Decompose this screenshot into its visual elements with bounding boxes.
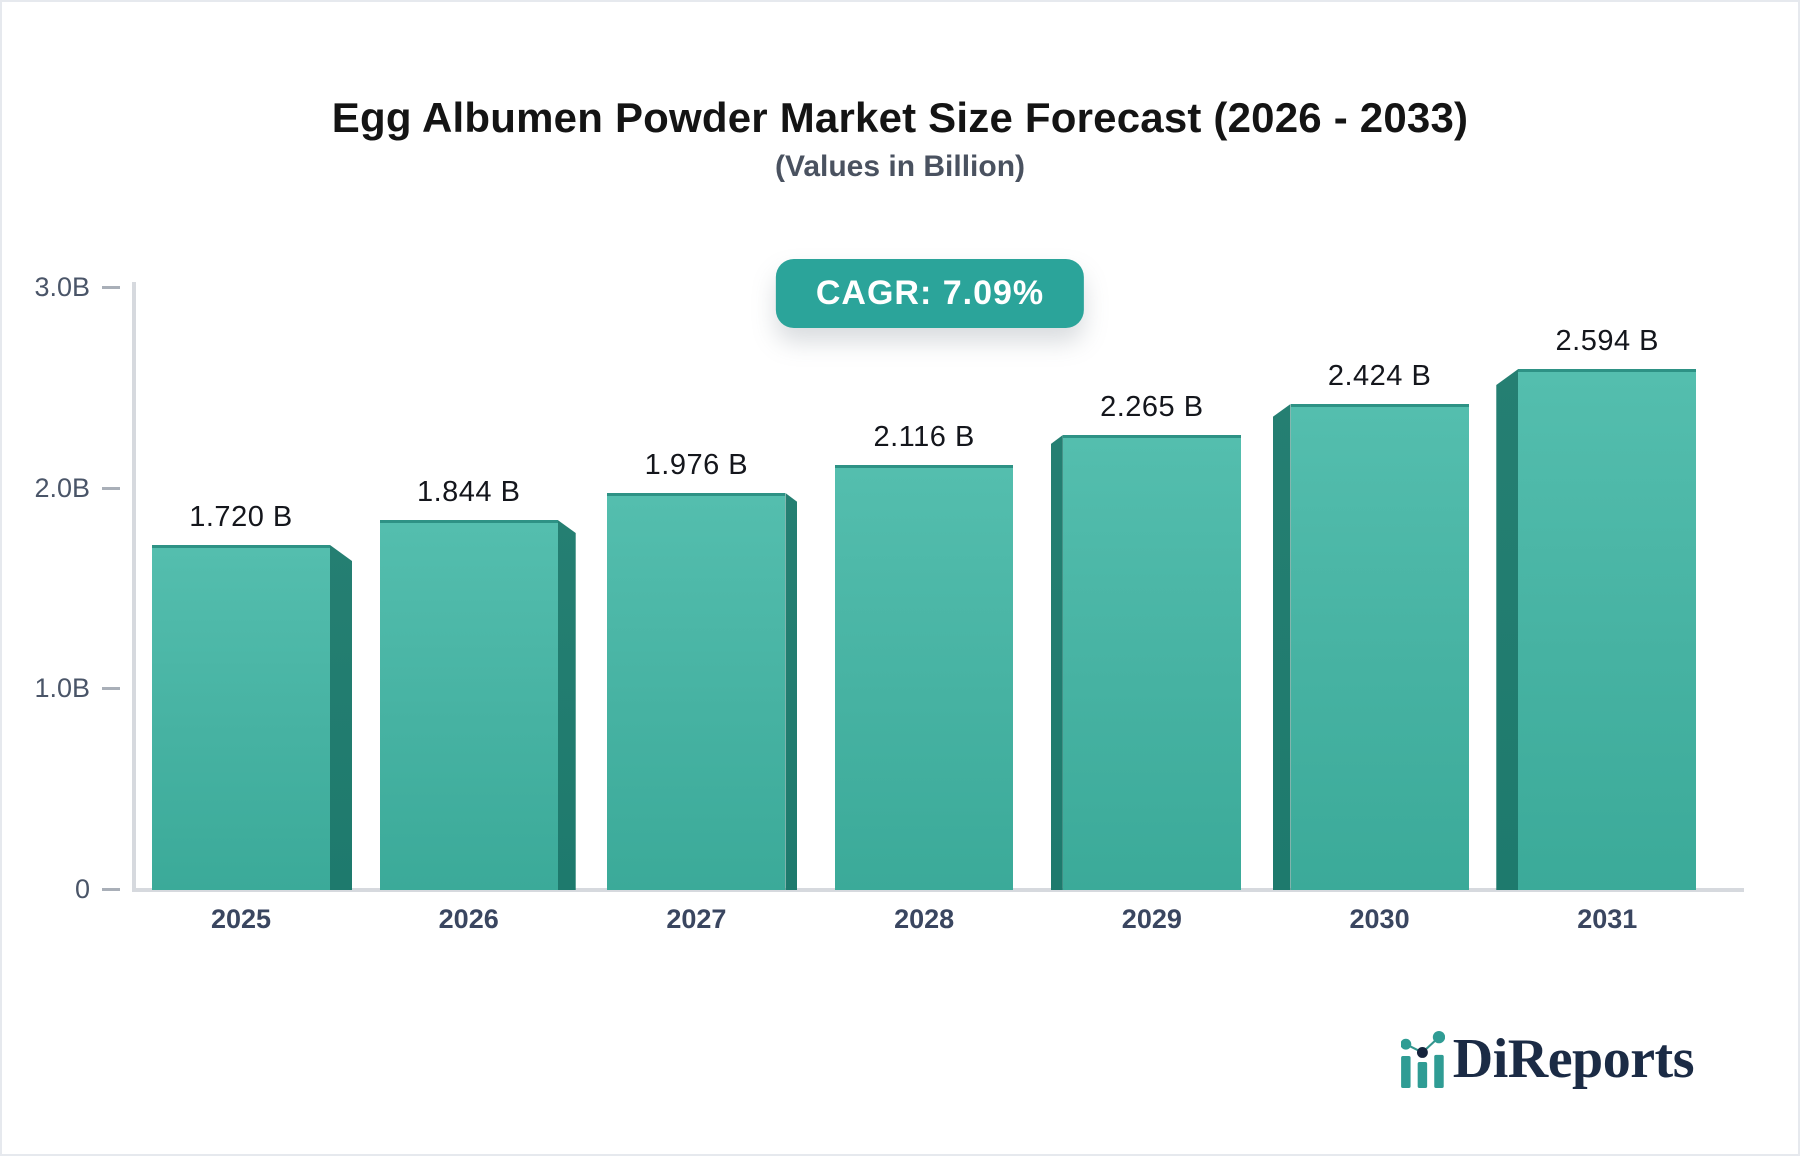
bar-face	[1518, 369, 1697, 890]
bar-value-label: 2.265 B	[1100, 391, 1204, 423]
x-axis-label-2030: 2030	[1349, 904, 1410, 934]
bar-face	[1290, 404, 1469, 890]
brand-name: DiReports	[1452, 1028, 1695, 1090]
bar-2031: 2.594 B	[1496, 325, 1697, 890]
bar-face	[835, 465, 1014, 890]
bar-value-label: 1.976 B	[644, 449, 749, 481]
chart-subtitle: (Values in Billion)	[774, 150, 1026, 183]
bar-side-face	[1272, 404, 1291, 890]
bar-2025: 1.720 B	[152, 501, 352, 890]
x-axis-label-2027: 2027	[666, 904, 727, 934]
bar-2028: 2.116 B	[835, 421, 1014, 890]
bar-value-label: 2.116 B	[873, 421, 975, 453]
bar-value-label: 1.720 B	[189, 501, 293, 533]
y-axis-line	[132, 282, 136, 892]
x-axis-label-2026: 2026	[438, 904, 499, 934]
bar-2029: 2.265 B	[1050, 391, 1241, 890]
x-axis-line	[132, 888, 1744, 892]
x-axis-label-2025: 2025	[210, 904, 272, 934]
chart-title: Egg Albumen Powder Market Size Forecast …	[331, 94, 1469, 141]
mini-bar-line-chart-icon	[1400, 1030, 1445, 1088]
y-tick-mark	[102, 486, 120, 490]
bar-2026: 1.844 B	[379, 476, 576, 890]
bar-value-label: 2.594 B	[1555, 325, 1660, 357]
bar-face	[1062, 435, 1241, 890]
bar-side-face	[557, 520, 576, 890]
y-tick-label: 3.0B	[34, 271, 90, 302]
x-axis-label-2029: 2029	[1121, 904, 1182, 934]
y-tick-mark	[102, 687, 120, 691]
bar-value-label: 2.424 B	[1327, 360, 1432, 392]
bar-side-face	[1050, 435, 1063, 890]
cagr-badge: CAGR: 7.09%	[775, 259, 1085, 328]
y-tick-label: 2.0B	[34, 472, 90, 503]
x-axis-label-2031: 2031	[1577, 904, 1638, 934]
bar-face	[152, 545, 330, 890]
brand-logo: DiReports	[1400, 1028, 1695, 1090]
bar-side-face	[1496, 369, 1519, 890]
y-tick-label: 1.0B	[34, 673, 90, 704]
y-tick-mark	[102, 888, 120, 891]
x-axis-label-2028: 2028	[894, 904, 955, 934]
y-tick-label: 0	[74, 874, 90, 904]
y-tick-mark	[102, 285, 120, 289]
bar-value-label: 1.844 B	[416, 476, 521, 508]
bar-side-face	[785, 493, 798, 890]
bar-2027: 1.976 B	[607, 449, 798, 890]
bar-face	[607, 493, 786, 890]
bar-side-face	[330, 545, 352, 890]
bar-face	[379, 520, 558, 890]
bar-2030: 2.424 B	[1272, 360, 1469, 890]
